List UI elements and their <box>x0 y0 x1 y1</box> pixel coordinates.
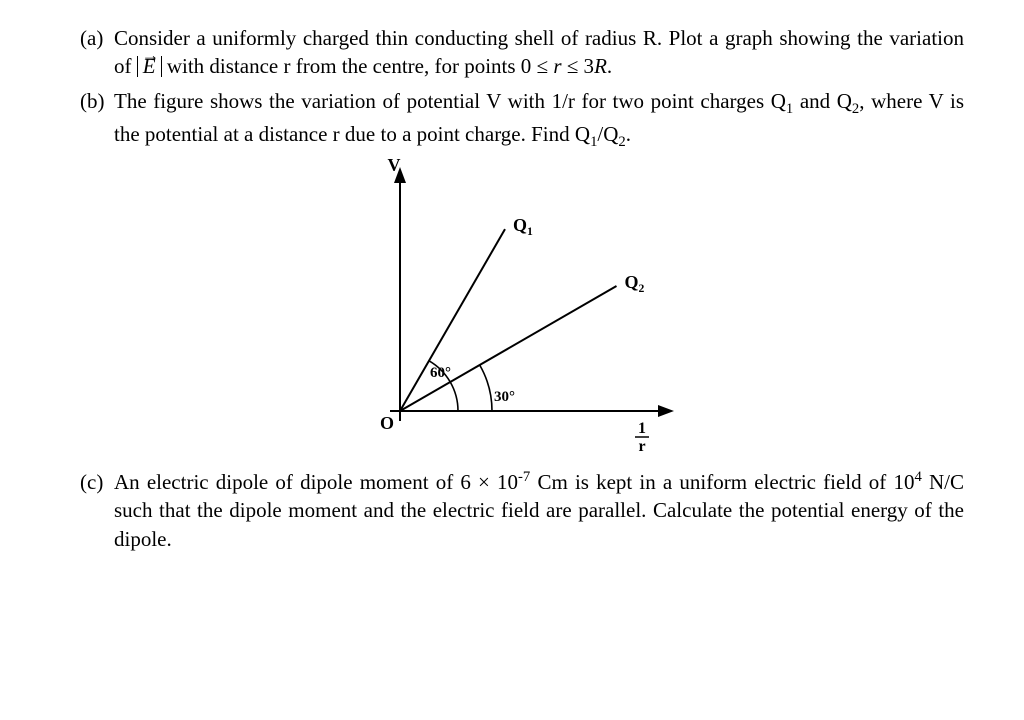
svg-text:1: 1 <box>638 420 646 437</box>
exp-2: 4 <box>914 469 921 485</box>
part-c-body: An electric dipole of dipole moment of 6… <box>114 468 964 553</box>
part-a-text-3: ≤ 3 <box>562 54 595 78</box>
question-page: (a) Consider a uniformly charged thin co… <box>0 0 1024 583</box>
part-a: (a) Consider a uniformly charged thin co… <box>80 24 964 81</box>
part-b: (b) The figure shows the variation of po… <box>80 87 964 153</box>
potential-graph: V O 1r 60° 30° Q1 Q2 <box>342 159 702 459</box>
svg-text:V: V <box>388 159 401 175</box>
svg-text:60°: 60° <box>430 365 451 381</box>
svg-text:O: O <box>380 413 394 433</box>
part-a-text-2: with distance r from the centre, for poi… <box>162 54 554 78</box>
part-c: (c) An electric dipole of dipole moment … <box>80 468 964 553</box>
part-b-label: (b) <box>80 87 114 153</box>
svg-text:Q1: Q1 <box>513 215 533 238</box>
part-a-body: Consider a uniformly charged thin conduc… <box>114 24 964 81</box>
part-c-text-2: Cm is kept in a uniform electric field o… <box>530 470 914 494</box>
part-b-period: . <box>626 122 631 146</box>
part-a-period: . <box>607 54 612 78</box>
part-b-text-2: and Q <box>793 89 852 113</box>
sub-2b: 2 <box>618 134 625 150</box>
part-c-text-1: An electric dipole of dipole moment of 6… <box>114 470 518 494</box>
part-b-text-4: /Q <box>597 122 618 146</box>
magnitude-E: →E <box>137 56 162 77</box>
svg-text:Q2: Q2 <box>625 272 645 295</box>
var-R: R <box>594 54 607 78</box>
svg-text:r: r <box>638 438 645 455</box>
part-b-body: The figure shows the variation of potent… <box>114 87 964 153</box>
part-a-label: (a) <box>80 24 114 81</box>
var-r: r <box>553 54 561 78</box>
figure-container: V O 1r 60° 30° Q1 Q2 <box>80 159 964 466</box>
part-b-text-1: The figure shows the variation of potent… <box>114 89 786 113</box>
svg-text:30°: 30° <box>494 389 515 405</box>
exp-1: -7 <box>518 469 530 485</box>
part-c-label: (c) <box>80 468 114 553</box>
